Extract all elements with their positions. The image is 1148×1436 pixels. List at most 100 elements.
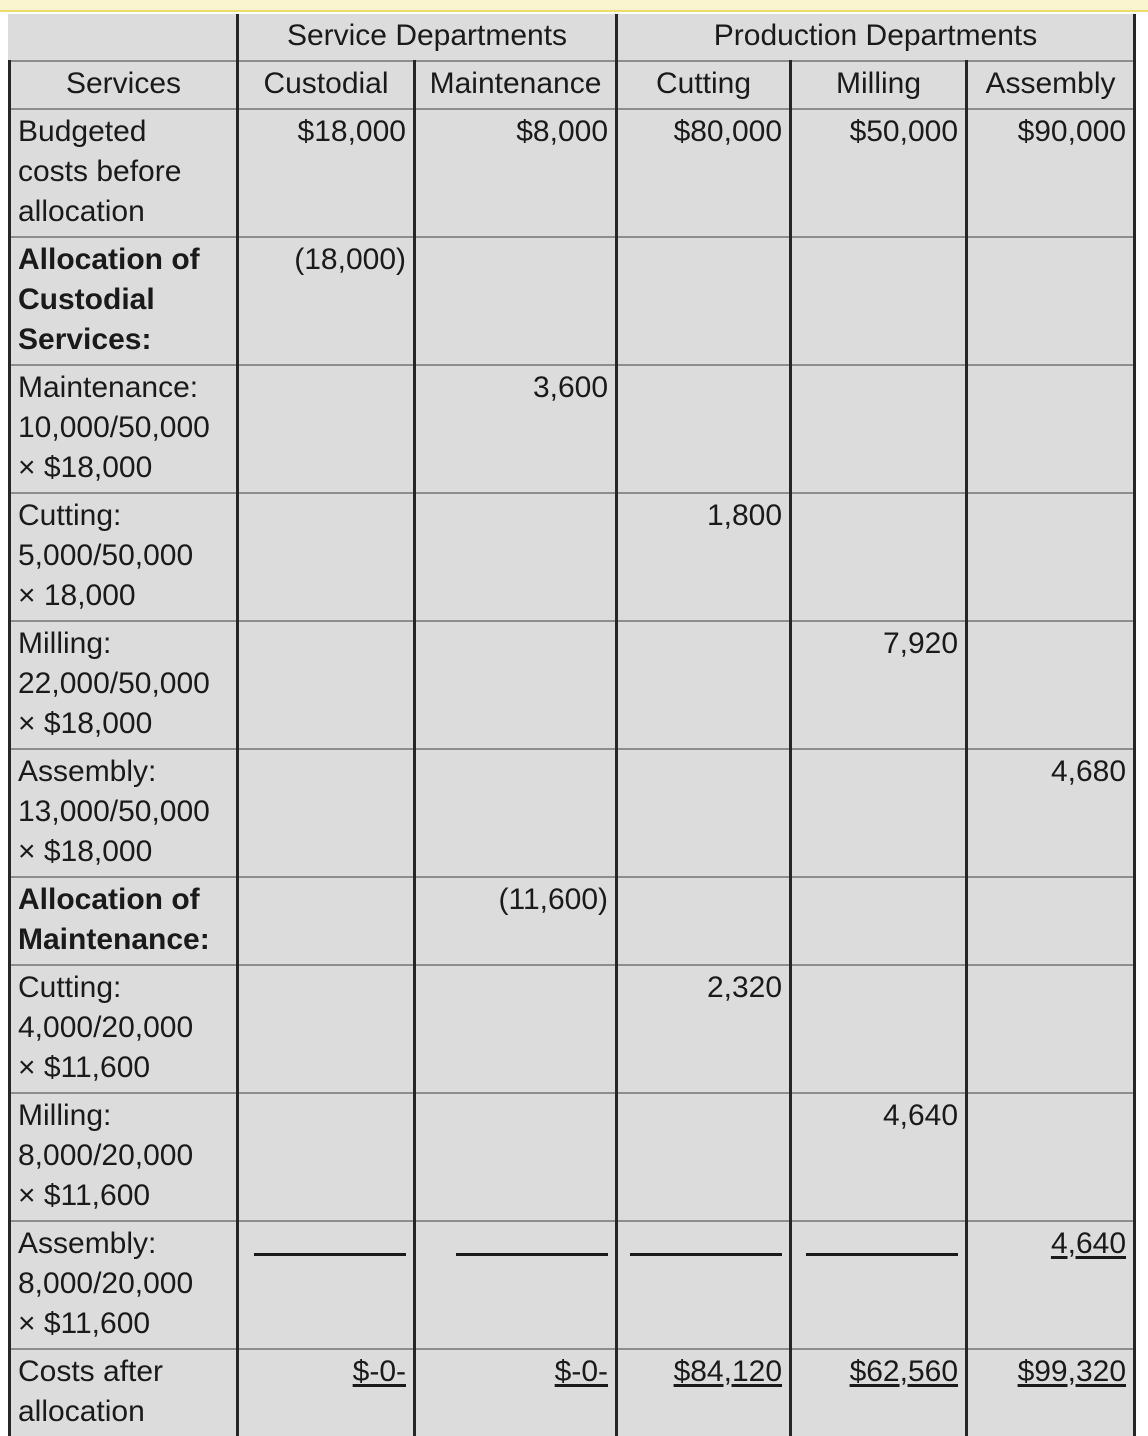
cell-value [236, 1092, 416, 1221]
cell-text: 2,320 [706, 971, 783, 1004]
slide-top-band [0, 0, 1148, 12]
cell-value [615, 236, 793, 365]
table-row: Assembly: 13,000/50,000 × $18,000 4,680 [8, 748, 1137, 877]
cell-text: 4,640 [1050, 1227, 1127, 1260]
group-header-row: Service Departments Production Department… [9, 14, 1137, 61]
cell-value [412, 1092, 619, 1221]
cell-value [412, 1220, 619, 1349]
cell-text: $99,320 [1017, 1355, 1127, 1388]
cell-value: 4,640 [789, 1092, 969, 1221]
cell-value [965, 492, 1137, 621]
cell-value [615, 876, 793, 965]
cell-value [789, 236, 969, 365]
cell-value [615, 364, 793, 493]
column-header-maintenance: Maintenance [412, 60, 619, 109]
cell-value [236, 620, 416, 749]
cell-value: $-0- [412, 1348, 619, 1436]
cell-value: (18,000) [236, 236, 416, 365]
cell-value: 2,320 [615, 964, 793, 1093]
cell-value: 7,920 [789, 620, 969, 749]
cell-value [412, 748, 619, 877]
cell-value: $50,000 [789, 108, 969, 237]
cell-value [965, 876, 1137, 965]
table-row: Cutting: 5,000/50,000 × 18,000 1,800 [8, 492, 1137, 621]
subtotal-rule [254, 1252, 406, 1256]
cell-value [236, 364, 416, 493]
cell-text: 7,920 [882, 627, 959, 660]
cell-value [789, 1220, 969, 1349]
cell-text: 4,680 [1050, 755, 1127, 788]
table-header: Service Departments Production Department… [8, 14, 1137, 109]
table-row: Milling: 22,000/50,000 × $18,000 7,920 [8, 620, 1137, 749]
cell-value [965, 620, 1137, 749]
cell-value: 4,680 [965, 748, 1137, 877]
cell-value: $90,000 [965, 108, 1137, 237]
group-header-2: Production Departments [615, 14, 1137, 61]
cell-value [789, 876, 969, 965]
table-row: Allocation of Maintenance: (11,600) [8, 876, 1137, 965]
cell-value [615, 620, 793, 749]
cell-value [789, 492, 969, 621]
cell-text: 3,600 [532, 371, 609, 404]
cell-value: $84,120 [615, 1348, 793, 1436]
cell-text: $-0- [352, 1355, 406, 1388]
cell-text: (18,000) [294, 243, 406, 276]
cell-value [236, 1220, 416, 1349]
subtotal-rule [456, 1252, 609, 1256]
cell-value [789, 964, 969, 1093]
subtotal-rule [630, 1252, 783, 1256]
column-header-cutting: Cutting [615, 60, 793, 109]
row-label: Allocation of Maintenance: [8, 876, 239, 965]
cell-text: $18,000 [297, 115, 406, 148]
cell-value [412, 964, 619, 1093]
cell-value [789, 364, 969, 493]
row-label: Assembly: 8,000/20,000 × $11,600 [8, 1220, 239, 1349]
cell-value: $18,000 [236, 108, 416, 237]
cell-value [615, 1092, 793, 1221]
table-row: Allocation of Custodial Services: (18,000… [8, 236, 1137, 365]
cell-value [965, 1092, 1137, 1221]
cost-allocation-table: Service Departments Production Department… [8, 14, 1137, 1436]
cell-text: $80,000 [673, 115, 783, 148]
cell-text: $50,000 [849, 115, 959, 148]
cell-value [412, 492, 619, 621]
cell-value [965, 364, 1137, 493]
group-header-spacer [9, 14, 239, 61]
row-label: Allocation of Custodial Services: [8, 236, 239, 365]
cell-value: $62,560 [789, 1348, 969, 1436]
cell-value: $99,320 [965, 1348, 1137, 1436]
table-row: Budgeted costs before allocation $18,000 $… [8, 108, 1137, 237]
cell-value: $80,000 [615, 108, 793, 237]
cell-value: 4,640 [965, 1220, 1137, 1349]
row-label: Cutting: 4,000/20,000 × $11,600 [8, 964, 239, 1093]
cell-text: (11,600) [498, 883, 609, 916]
cell-value [412, 236, 619, 365]
row-label: Milling: 22,000/50,000 × $18,000 [8, 620, 239, 749]
table-row: Cutting: 4,000/20,000 × $11,600 2,320 [8, 964, 1137, 1093]
cell-value [965, 236, 1137, 365]
cell-value [236, 748, 416, 877]
cell-text: $62,560 [849, 1355, 959, 1388]
cell-value: (11,600) [412, 876, 619, 965]
cell-value [789, 748, 969, 877]
cell-value [236, 876, 416, 965]
table-body: Budgeted costs before allocation $18,000 $… [8, 108, 1137, 1436]
cost-allocation-table-container: Service Departments Production Department… [8, 14, 1137, 1436]
row-label: Budgeted costs before allocation [8, 108, 239, 237]
column-header-assembly: Assembly [965, 60, 1137, 109]
subtotal-rule [806, 1252, 959, 1256]
cell-text: $90,000 [1017, 115, 1127, 148]
column-header-custodial: Custodial [236, 60, 416, 109]
cell-value: 1,800 [615, 492, 793, 621]
table-row: Costs after allocation $-0- $-0- $84,120 $62… [8, 1348, 1137, 1436]
cell-value [615, 1220, 793, 1349]
cell-value [412, 620, 619, 749]
cell-value [615, 748, 793, 877]
cell-value: $8,000 [412, 108, 619, 237]
column-header-row: Services Custodial Maintenance Cutting Milli… [8, 60, 1137, 109]
row-label: Maintenance: 10,000/50,000 × $18,000 [8, 364, 239, 493]
cell-text: $8,000 [516, 115, 609, 148]
row-label: Cutting: 5,000/50,000 × 18,000 [8, 492, 239, 621]
table-row: Maintenance: 10,000/50,000 × $18,000 3,6… [8, 364, 1137, 493]
